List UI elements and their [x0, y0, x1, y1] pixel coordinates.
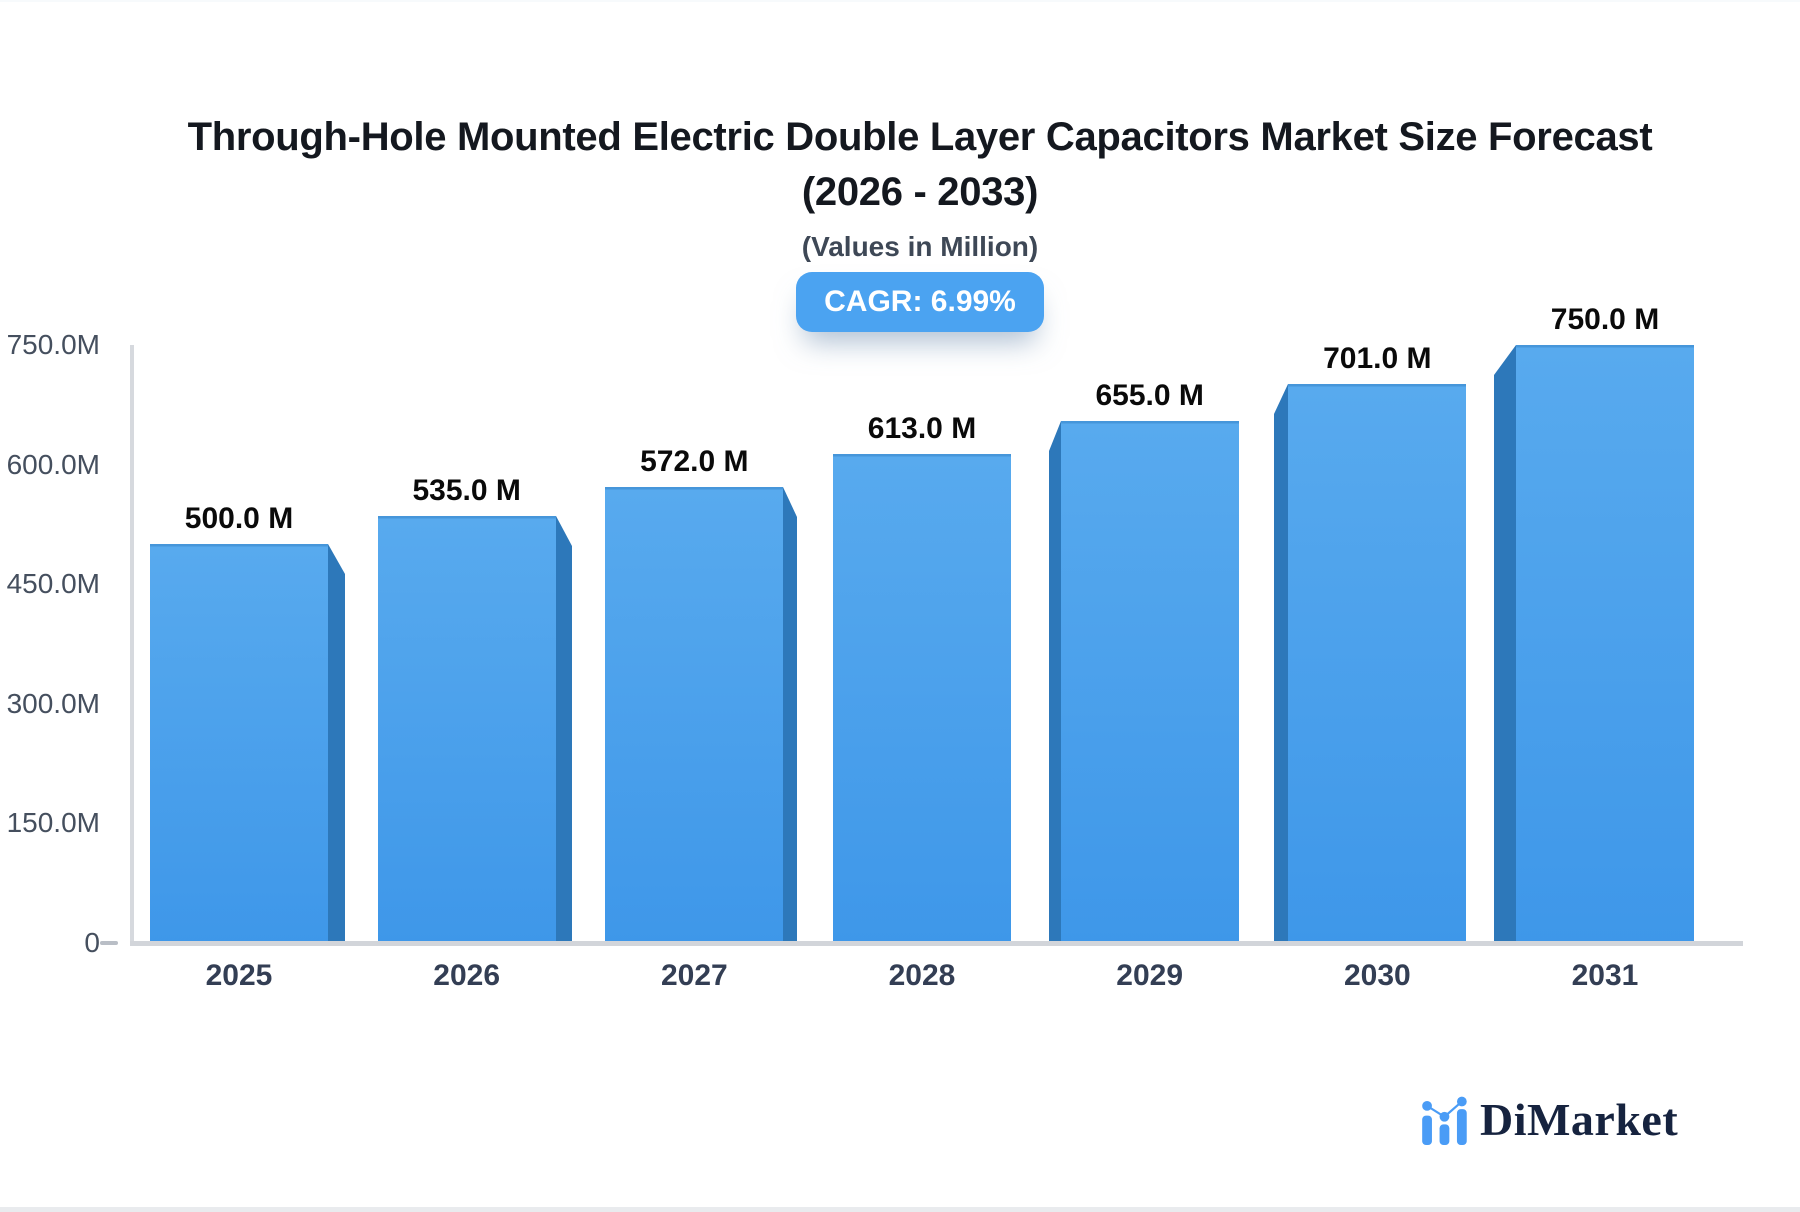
bar-2025	[150, 544, 345, 946]
bar-2029	[1048, 420, 1239, 946]
x-axis-line	[130, 941, 1743, 946]
x-axis-label: 2028	[888, 959, 956, 992]
chart-header: Through-Hole Mounted Electric Double Lay…	[20, 2, 1800, 332]
y-axis-label: 300.0M	[6, 687, 100, 719]
bar-value-label: 613.0 M	[867, 412, 977, 446]
bar-value-label: 701.0 M	[1323, 342, 1432, 376]
bar-2030	[1274, 384, 1467, 946]
bar-2026	[377, 516, 572, 946]
x-axis-label: 2031	[1571, 959, 1639, 992]
x-axis-label: 2029	[1116, 959, 1184, 992]
y-axis-label: 600.0M	[6, 448, 100, 480]
y-axis-label: 750.0M	[6, 329, 100, 360]
dimarket-logo-text: DiMarket	[1480, 1094, 1679, 1145]
x-axis-label: 2025	[205, 959, 273, 992]
x-axis-label: 2026	[433, 959, 501, 992]
bar-value-label: 655.0 M	[1095, 378, 1204, 412]
y-axis-label: 150.0M	[6, 807, 100, 839]
bar-value-label: 750.0 M	[1550, 303, 1660, 336]
bar-value-label: 500.0 M	[184, 502, 294, 536]
chart-title: Through-Hole Mounted Electric Double Lay…	[20, 110, 1800, 220]
x-axis-label: 2027	[660, 959, 728, 992]
bar-2028	[833, 454, 1011, 946]
bar-value-label: 572.0 M	[640, 444, 749, 478]
y-axis-label: 0	[84, 927, 100, 958]
x-axis-label: 2030	[1343, 959, 1411, 992]
chart-subtitle: (Values in Million)	[801, 231, 1039, 262]
dimarket-logo: DiMarket	[1420, 1095, 1678, 1145]
cagr-badge: CAGR: 6.99%	[796, 272, 1044, 332]
bar-value-label: 535.0 M	[412, 474, 521, 508]
bar-2031	[1494, 345, 1694, 946]
chart-title-line2: (2026 - 2033)	[801, 170, 1039, 214]
y-axis-label: 450.0M	[6, 568, 100, 600]
bar-2027	[605, 486, 798, 946]
dimarket-logo-icon	[1422, 1096, 1467, 1145]
chart-title-line1: Through-Hole Mounted Electric Double Lay…	[187, 115, 1653, 159]
y-axis-line	[130, 345, 134, 945]
zero-tick-mark	[100, 941, 118, 945]
